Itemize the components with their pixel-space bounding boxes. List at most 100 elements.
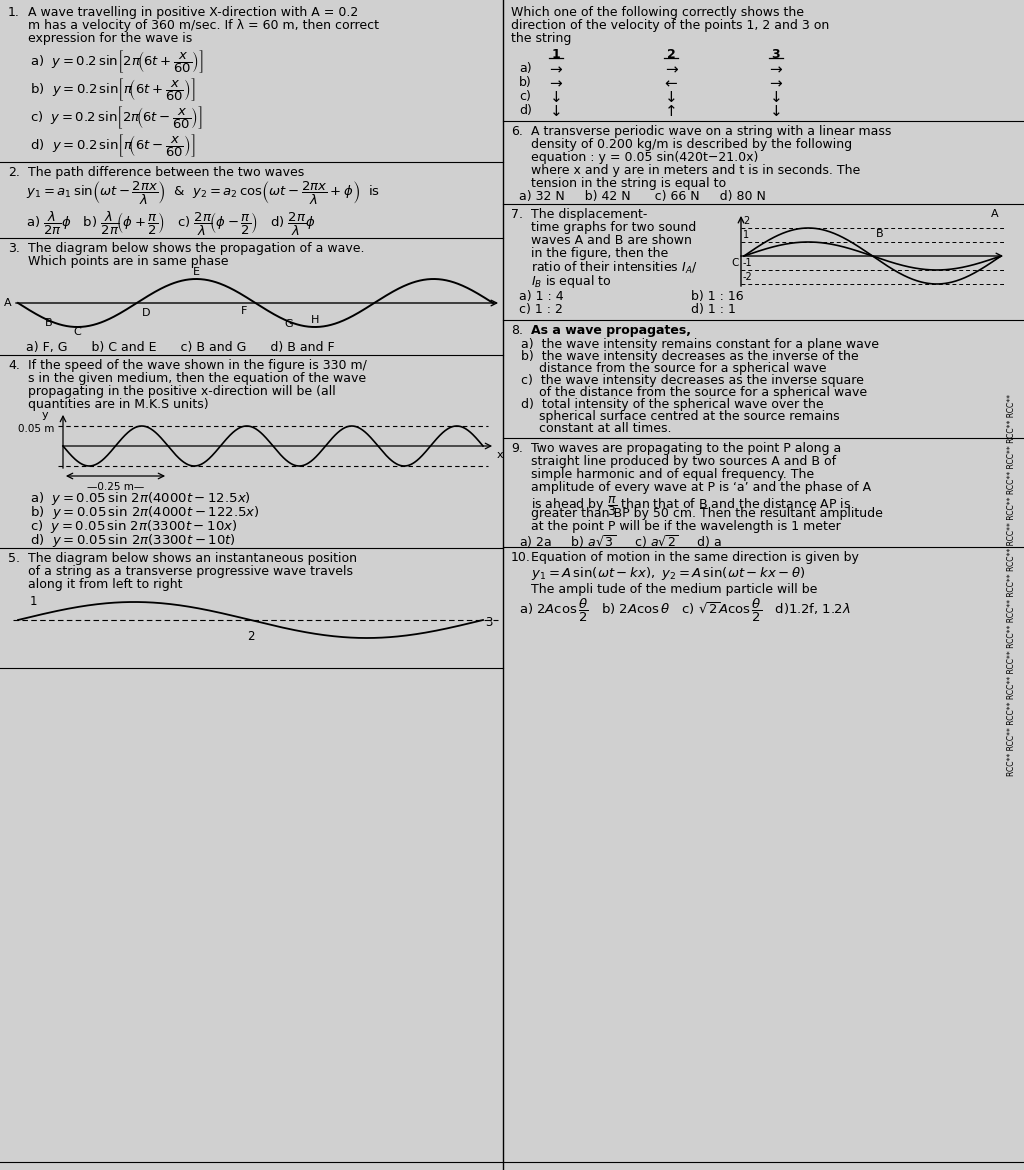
Text: 7.: 7.	[511, 208, 523, 221]
Text: Two waves are propagating to the point P along a: Two waves are propagating to the point P…	[531, 442, 842, 455]
Text: 4.: 4.	[8, 359, 19, 372]
Text: D: D	[141, 308, 151, 318]
Text: H: H	[310, 315, 319, 325]
Text: RCC** RCC** RCC** RCC** RCC** RCC** RCC** RCC** RCC** RCC** RCC** RCC** RCC** RC: RCC** RCC** RCC** RCC** RCC** RCC** RCC*…	[1008, 394, 1017, 776]
Text: s in the given medium, then the equation of the wave: s in the given medium, then the equation…	[28, 372, 367, 385]
Text: a) 1 : 4: a) 1 : 4	[519, 290, 563, 303]
Text: 1: 1	[743, 230, 750, 240]
Text: 0.05 m: 0.05 m	[18, 424, 54, 434]
Text: The ampli tude of the medium particle will be: The ampli tude of the medium particle wi…	[531, 583, 817, 596]
Text: quantities are in M.K.S units): quantities are in M.K.S units)	[28, 398, 209, 411]
Text: Which points are in same phase: Which points are in same phase	[28, 255, 228, 268]
Text: →: →	[550, 76, 562, 91]
Text: straight line produced by two sources A and B of: straight line produced by two sources A …	[531, 455, 837, 468]
Text: C: C	[74, 326, 81, 337]
Text: ↓: ↓	[550, 104, 562, 119]
Text: ↓: ↓	[770, 90, 782, 105]
Text: d) 1 : 1: d) 1 : 1	[691, 303, 736, 316]
Text: expression for the wave is: expression for the wave is	[28, 32, 193, 44]
Text: of the distance from the source for a spherical wave: of the distance from the source for a sp…	[539, 386, 867, 399]
Text: ←: ←	[665, 76, 677, 91]
Text: b): b)	[519, 76, 531, 89]
Text: 6.: 6.	[511, 125, 523, 138]
Text: density of 0.200 kg/m is described by the following: density of 0.200 kg/m is described by th…	[531, 138, 852, 151]
Text: B: B	[45, 318, 52, 329]
Text: 2.: 2.	[8, 166, 19, 179]
Text: 8.: 8.	[511, 324, 523, 337]
Text: 3: 3	[485, 615, 493, 628]
Text: c): c)	[519, 90, 530, 103]
Text: ↓: ↓	[550, 90, 562, 105]
Text: A wave travelling in positive X-direction with A = 0.2: A wave travelling in positive X-directio…	[28, 6, 358, 19]
Text: —0.25 m—: —0.25 m—	[87, 482, 144, 493]
Text: b)  $y = 0.05\,\sin\,2\pi(4000t - 122.5x)$: b) $y = 0.05\,\sin\,2\pi(4000t - 122.5x)…	[30, 504, 259, 521]
Text: B: B	[876, 229, 884, 239]
Text: time graphs for two sound: time graphs for two sound	[531, 221, 696, 234]
Text: d): d)	[519, 104, 531, 117]
Text: a) 32 N     b) 42 N      c) 66 N     d) 80 N: a) 32 N b) 42 N c) 66 N d) 80 N	[519, 190, 766, 204]
Text: along it from left to right: along it from left to right	[28, 578, 182, 591]
Text: →: →	[770, 62, 782, 77]
Text: E: E	[193, 267, 200, 277]
Text: →: →	[770, 76, 782, 91]
Text: c)  $y = 0.2\,\sin\!\left[2\pi\!\left(6t-\dfrac{x}{60}\right)\right]$: c) $y = 0.2\,\sin\!\left[2\pi\!\left(6t-…	[30, 104, 203, 131]
Text: b) 1 : 16: b) 1 : 16	[691, 290, 743, 303]
Text: m has a velocity of 360 m/sec. If λ = 60 m, then correct: m has a velocity of 360 m/sec. If λ = 60…	[28, 19, 379, 32]
Text: 5.: 5.	[8, 552, 20, 565]
Text: 10.: 10.	[511, 551, 530, 564]
Text: Which one of the following correctly shows the: Which one of the following correctly sho…	[511, 6, 804, 19]
Text: ↓: ↓	[665, 90, 677, 105]
Text: Equation of motion in the same direction is given by: Equation of motion in the same direction…	[531, 551, 859, 564]
Text: 3.: 3.	[8, 242, 19, 255]
Text: -1: -1	[743, 259, 753, 268]
Text: a) 2a     b) $a\sqrt{3}$     c) $a\sqrt{2}$     d) a: a) 2a b) $a\sqrt{3}$ c) $a\sqrt{2}$ d) a	[519, 534, 722, 550]
Text: equation : y = 0.05 sin(420t−21.0x): equation : y = 0.05 sin(420t−21.0x)	[531, 151, 759, 164]
Text: greater than BP by 50 cm. Then the resultant amplitude: greater than BP by 50 cm. Then the resul…	[531, 507, 883, 519]
Text: c) 1 : 2: c) 1 : 2	[519, 303, 563, 316]
Text: ↑: ↑	[665, 104, 677, 119]
Text: 2: 2	[667, 48, 676, 61]
Text: ↓: ↓	[770, 104, 782, 119]
Text: direction of the velocity of the points 1, 2 and 3 on: direction of the velocity of the points …	[511, 19, 829, 32]
Text: d)  total intensity of the spherical wave over the: d) total intensity of the spherical wave…	[521, 398, 823, 411]
Text: a): a)	[519, 62, 531, 75]
Text: in the figure, then the: in the figure, then the	[531, 247, 669, 260]
Text: $y_1 = A\,\sin(\omega t - kx),\ y_2 = A\,\sin(\omega t - kx - \theta)$: $y_1 = A\,\sin(\omega t - kx),\ y_2 = A\…	[531, 565, 806, 581]
Text: simple harmonic and of equal frequency. The: simple harmonic and of equal frequency. …	[531, 468, 814, 481]
Text: y: y	[42, 410, 48, 420]
Text: A transverse periodic wave on a string with a linear mass: A transverse periodic wave on a string w…	[531, 125, 891, 138]
Text: spherical surface centred at the source remains: spherical surface centred at the source …	[539, 410, 840, 424]
Text: ratio of their intensities $I_A/$: ratio of their intensities $I_A/$	[531, 260, 697, 276]
Text: a) F, G      b) C and E      c) B and G      d) B and F: a) F, G b) C and E c) B and G d) B and F	[26, 340, 335, 355]
Text: where x and y are in meters and t is in seconds. The: where x and y are in meters and t is in …	[531, 164, 860, 177]
Text: d)  $y = 0.2\,\sin\!\left[\pi\!\left(6t-\dfrac{x}{60}\right)\right]$: d) $y = 0.2\,\sin\!\left[\pi\!\left(6t-\…	[30, 132, 196, 159]
Text: C: C	[731, 259, 739, 268]
Text: →: →	[665, 62, 677, 77]
Text: 1: 1	[552, 48, 560, 61]
Text: of a string as a transverse progressive wave travels: of a string as a transverse progressive …	[28, 565, 353, 578]
Text: a)  $y = 0.05\,\sin\,2\pi(4000t - 12.5x)$: a) $y = 0.05\,\sin\,2\pi(4000t - 12.5x)$	[30, 490, 251, 507]
Text: A: A	[4, 298, 12, 308]
Text: at the point P will be if the wavelength is 1 meter: at the point P will be if the wavelength…	[531, 519, 841, 534]
Text: 2: 2	[247, 629, 254, 644]
Text: is ahead by $\dfrac{\pi}{3}$ than that of B and the distance AP is: is ahead by $\dfrac{\pi}{3}$ than that o…	[531, 494, 851, 518]
Text: waves A and B are shown: waves A and B are shown	[531, 234, 692, 247]
Text: 9.: 9.	[511, 442, 523, 455]
Text: distance from the source for a spherical wave: distance from the source for a spherical…	[539, 362, 826, 376]
Text: The diagram below shows the propagation of a wave.: The diagram below shows the propagation …	[28, 242, 365, 255]
Text: a)  $y = 0.2\,\sin\!\left[2\pi\!\left(6t+\dfrac{x}{60}\right)\right]$: a) $y = 0.2\,\sin\!\left[2\pi\!\left(6t+…	[30, 48, 204, 75]
Text: The displacement-: The displacement-	[531, 208, 647, 221]
Text: d)  $y = 0.05\,\sin\,2\pi(3300t - 10t)$: d) $y = 0.05\,\sin\,2\pi(3300t - 10t)$	[30, 532, 236, 549]
Text: amplitude of every wave at P is ‘a’ and the phase of A: amplitude of every wave at P is ‘a’ and …	[531, 481, 871, 494]
Text: a)  the wave intensity remains constant for a plane wave: a) the wave intensity remains constant f…	[521, 338, 879, 351]
Text: tension in the string is equal to: tension in the string is equal to	[531, 177, 726, 190]
Text: b)  $y = 0.2\,\sin\!\left[\pi\!\left(6t+\dfrac{x}{60}\right)\right]$: b) $y = 0.2\,\sin\!\left[\pi\!\left(6t+\…	[30, 76, 196, 103]
Text: 2: 2	[743, 216, 750, 226]
Text: 1: 1	[30, 596, 37, 608]
Text: c)  the wave intensity decreases as the inverse square: c) the wave intensity decreases as the i…	[521, 374, 864, 387]
Text: If the speed of the wave shown in the figure is 330 m/: If the speed of the wave shown in the fi…	[28, 359, 367, 372]
Text: The diagram below shows an instantaneous position: The diagram below shows an instantaneous…	[28, 552, 357, 565]
Text: 1.: 1.	[8, 6, 19, 19]
Text: constant at all times.: constant at all times.	[539, 422, 672, 435]
Text: $I_B$ is equal to: $I_B$ is equal to	[531, 273, 611, 290]
